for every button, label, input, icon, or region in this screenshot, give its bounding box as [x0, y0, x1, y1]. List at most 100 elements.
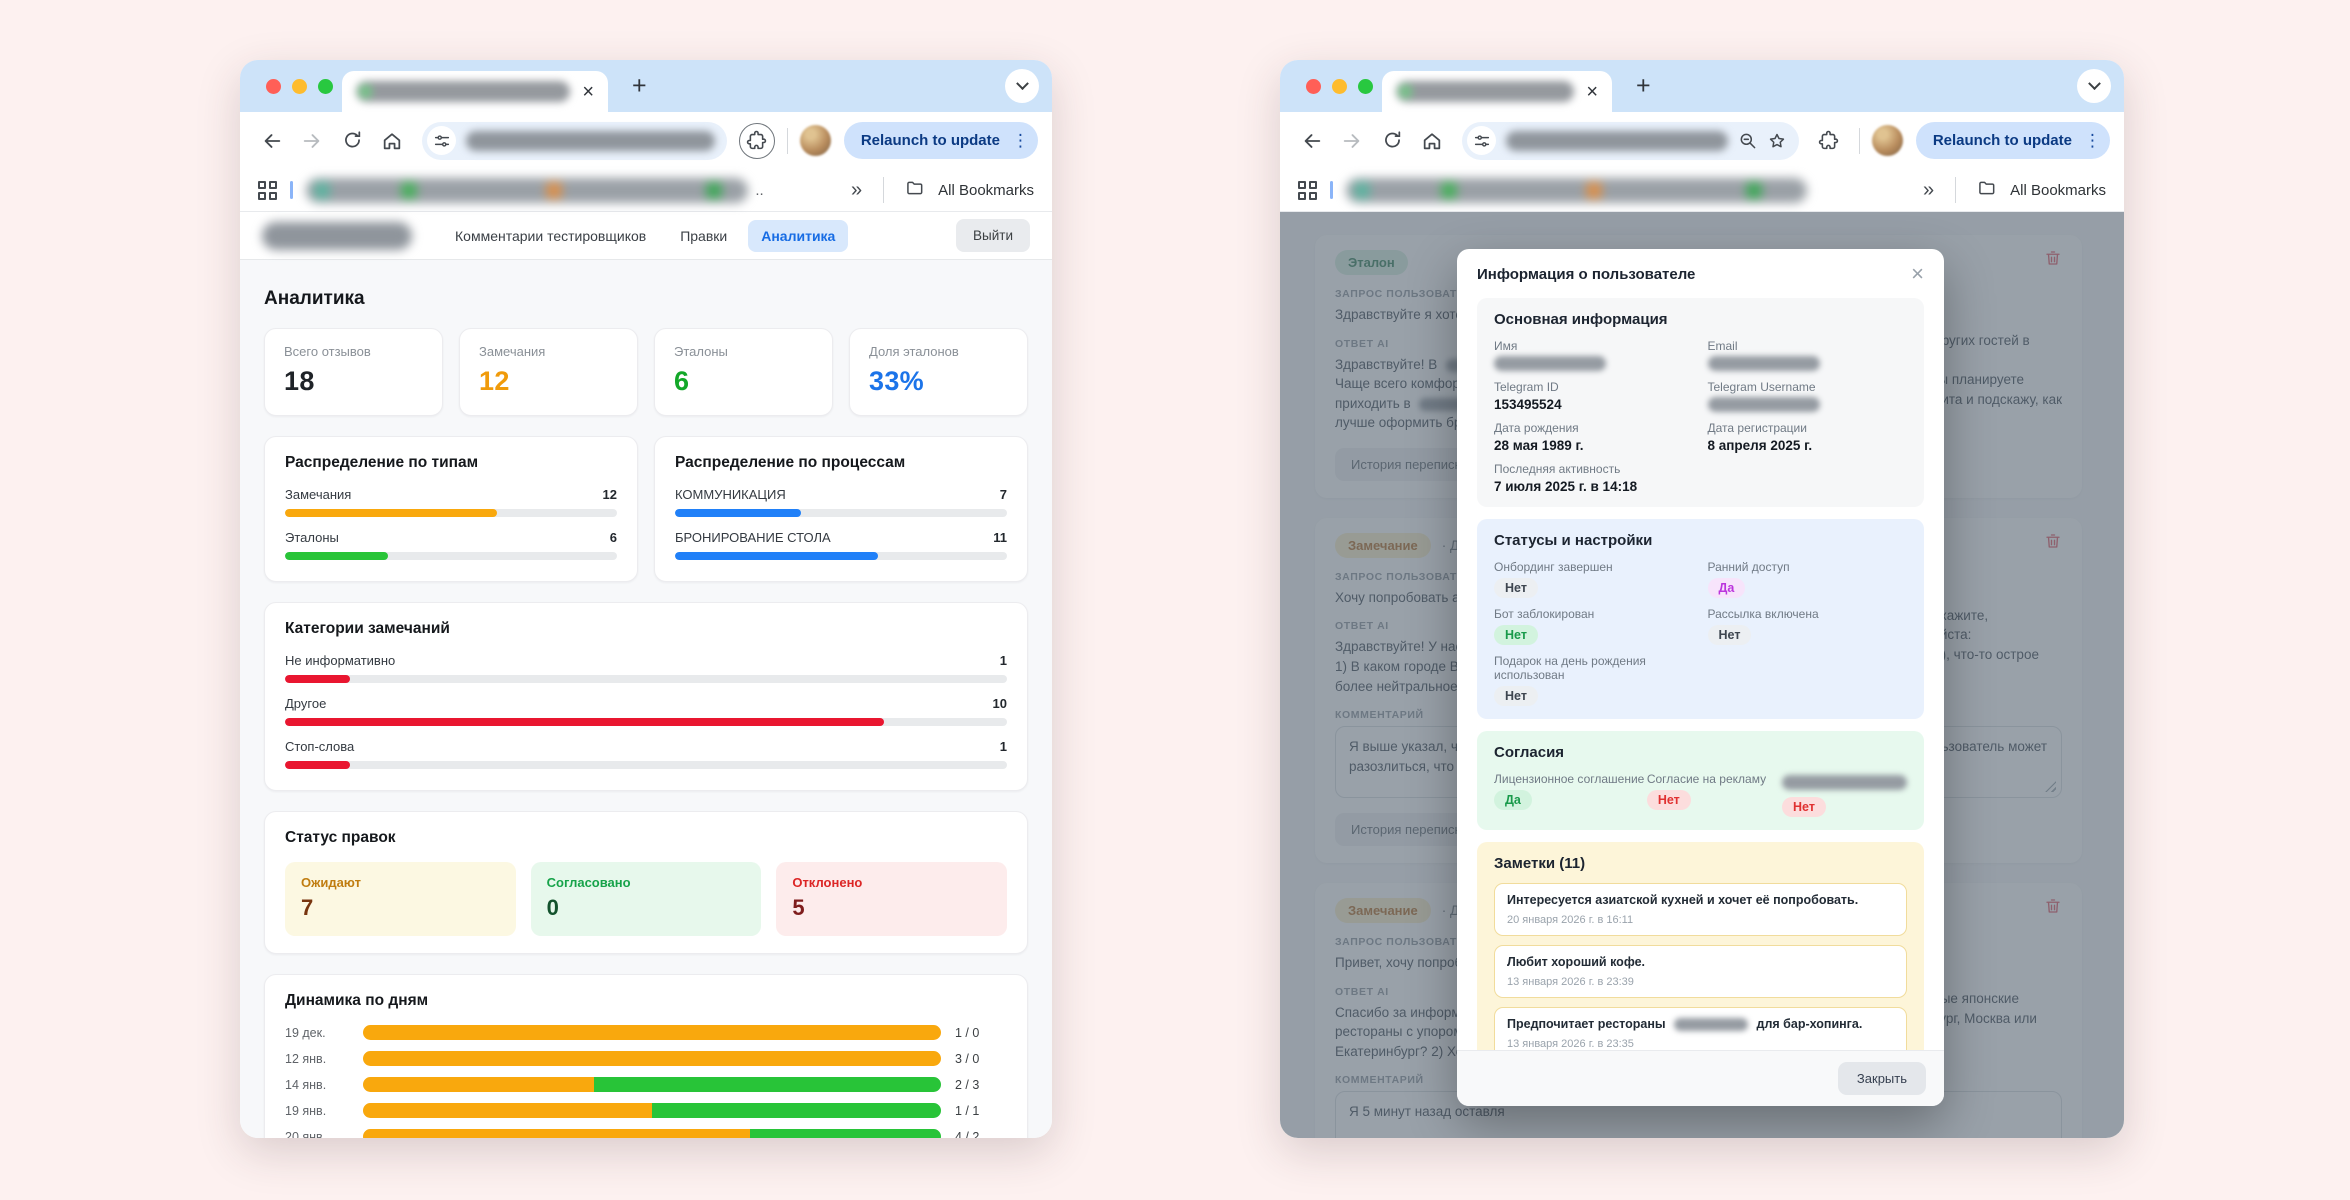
dynamics-row: 20 янв. 4 / 2: [285, 1129, 1007, 1138]
reload-icon: [344, 131, 360, 148]
stats-row: Всего отзывов 18 Замечания 12 Эталоны 6 Доля э…: [264, 328, 1028, 416]
close-window-button[interactable]: [1306, 78, 1321, 94]
redacted-value: [1494, 356, 1606, 371]
stat-value: 18: [284, 366, 315, 396]
modal-title: Информация о пользователе: [1477, 265, 1696, 283]
extensions-button[interactable]: [1811, 123, 1847, 159]
address-bar[interactable]: [1462, 121, 1799, 160]
bar-value: 1: [999, 653, 1007, 668]
browser-tab[interactable]: ×: [342, 71, 608, 112]
nav-tab-Аналитика[interactable]: Аналитика: [748, 219, 849, 252]
close-modal-button[interactable]: Закрыть: [1837, 1062, 1926, 1095]
bar-label: Эталоны: [285, 530, 339, 545]
relaunch-button[interactable]: Relaunch to update ⋮: [1915, 122, 2110, 159]
minimize-window-button[interactable]: [1332, 78, 1347, 94]
bookmark-divider: [290, 181, 293, 199]
zoom-window-button[interactable]: [318, 78, 333, 94]
tab-search-chevron-button[interactable]: [2077, 69, 2111, 103]
bar-item: Не информативно 1: [285, 653, 1007, 683]
zoom-window-button[interactable]: [1358, 78, 1373, 94]
bookmarks-overflow-button[interactable]: »: [1923, 178, 1935, 201]
status-field: Онбординг завершен Нет: [1494, 560, 1694, 598]
relaunch-button[interactable]: Relaunch to update ⋮: [843, 122, 1038, 159]
note-item: Любит хороший кофе. 13 января 2026 г. в 2…: [1494, 944, 1907, 998]
field-value: 153495524: [1494, 397, 1562, 412]
bar-fill: [285, 675, 350, 683]
nav-tab-Правки[interactable]: Правки: [680, 227, 728, 244]
dynamics-row: 19 дек. 1 / 0: [285, 1025, 1007, 1040]
apps-grid-icon[interactable]: [1298, 180, 1317, 200]
new-tab-button[interactable]: +: [632, 71, 647, 100]
etalons-bar-segment: [652, 1103, 941, 1118]
profile-avatar[interactable]: [799, 125, 831, 156]
profile-avatar[interactable]: [1871, 125, 1903, 156]
status-label: Ожидают: [301, 875, 361, 890]
new-tab-button[interactable]: +: [1636, 71, 1651, 100]
all-bookmarks-label[interactable]: All Bookmarks: [2010, 181, 2106, 199]
extension-active-button[interactable]: [738, 122, 775, 159]
status-field: Рассылка включена Нет: [1707, 607, 1908, 645]
site-settings-tune-icon[interactable]: [427, 126, 456, 155]
info-field: Email: [1707, 339, 1908, 371]
tab-search-chevron-button[interactable]: [1005, 69, 1039, 103]
browser-menu-icon[interactable]: ⋮: [1012, 130, 1029, 150]
bookmarks-bar: .. » All Bookmarks: [240, 169, 1052, 212]
status-field: Бот заблокирован Нет: [1494, 607, 1694, 645]
forward-button[interactable]: [294, 123, 330, 159]
all-bookmarks-label[interactable]: All Bookmarks: [938, 181, 1034, 199]
note-item: Интересуется азиатской кухней и хочет её…: [1494, 883, 1907, 936]
consent-value-badge: Нет: [1782, 797, 1826, 817]
bar-track: [285, 675, 1007, 683]
home-button[interactable]: [1414, 123, 1450, 159]
daily-dynamics-title: Динамика по дням: [285, 992, 429, 1009]
address-bar[interactable]: [422, 121, 727, 160]
stat-value: 12: [479, 366, 510, 396]
reload-button[interactable]: [334, 123, 370, 159]
all-bookmarks-folder-icon: [905, 178, 925, 203]
forward-button[interactable]: [1334, 123, 1370, 159]
dynamics-row: 19 янв. 1 / 1: [285, 1103, 1007, 1118]
status-field: Ранний доступ Да: [1707, 560, 1908, 598]
dynamics-value: 4 / 2: [955, 1129, 980, 1139]
dynamics-bar: [363, 1025, 941, 1040]
bar-label: КОММУНИКАЦИЯ: [675, 487, 786, 502]
bar-fill: [675, 509, 802, 517]
field-label: Онбординг завершен: [1494, 560, 1613, 574]
status-value-badge: Нет: [1494, 625, 1538, 645]
modal-close-icon[interactable]: ×: [1911, 261, 1924, 286]
bookmarks-overflow-button[interactable]: »: [851, 178, 863, 201]
browser-menu-icon[interactable]: ⋮: [2084, 130, 2101, 150]
field-label: Имя: [1494, 339, 1518, 353]
field-label: Дата регистрации: [1707, 421, 1807, 435]
info-field: Дата рождения 28 мая 1989 г.: [1494, 421, 1694, 453]
logout-button[interactable]: Выйти: [956, 219, 1030, 252]
redacted-text: [1674, 1017, 1749, 1031]
stat-card: Эталоны 6: [654, 328, 833, 416]
minimize-window-button[interactable]: [292, 78, 307, 94]
tab-close-icon[interactable]: ×: [1586, 80, 1598, 103]
dynamics-bar: [363, 1077, 941, 1092]
bar-fill: [675, 552, 878, 560]
close-window-button[interactable]: [266, 78, 281, 94]
nav-tab-Комментарии тестировщиков[interactable]: Комментарии тестировщиков: [455, 227, 647, 244]
site-settings-tune-icon[interactable]: [1467, 126, 1496, 155]
edit-status-panel: Статус правок Ожидают 7 Согласовано 0 Отклон…: [264, 811, 1028, 954]
consent-value-badge: Да: [1494, 790, 1532, 810]
reload-button[interactable]: [1374, 123, 1410, 159]
apps-grid-icon[interactable]: [258, 180, 277, 200]
dynamics-value: 3 / 0: [955, 1051, 980, 1066]
browser-window-user-info: × + Relaunch to update ⋮ » All Bookmarks: [1280, 60, 2124, 1138]
home-button[interactable]: [374, 123, 410, 159]
tab-close-icon[interactable]: ×: [582, 80, 594, 103]
tab-title-redacted: [1396, 81, 1575, 102]
etalons-bar-segment: [750, 1129, 941, 1138]
zoom-out-icon[interactable]: [1738, 131, 1757, 150]
bar-fill: [285, 552, 388, 560]
daily-dynamics-panel: Динамика по дням 19 дек. 1 / 0 12 янв. 3 / …: [264, 974, 1028, 1138]
back-button[interactable]: [1294, 123, 1330, 159]
browser-tab[interactable]: ×: [1382, 71, 1612, 112]
bookmark-star-icon[interactable]: [1767, 131, 1787, 151]
note-text: Предпочитает рестораны для бар-хопинга.: [1507, 1016, 1863, 1031]
back-button[interactable]: [254, 123, 290, 159]
bar-value: 1: [999, 739, 1007, 754]
